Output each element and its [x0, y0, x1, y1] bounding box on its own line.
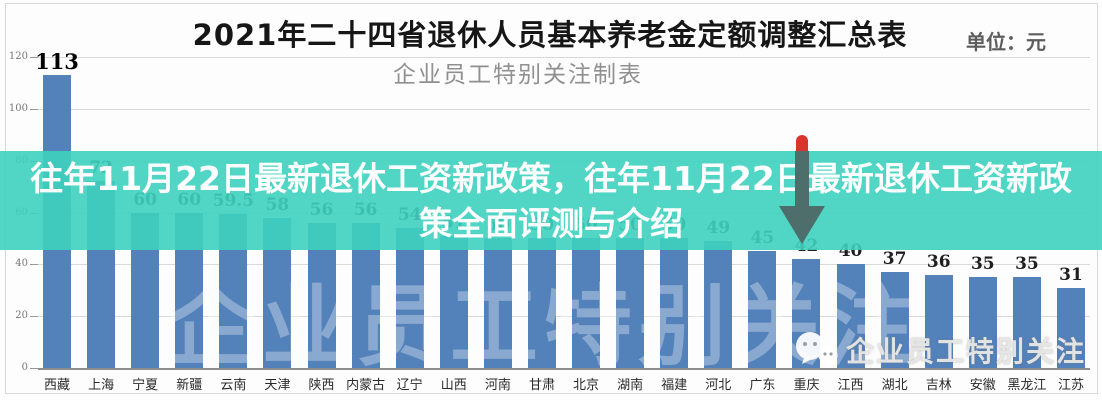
gridline: [38, 264, 1090, 266]
corner-watermark-text: 企业员工特别关注: [846, 335, 1087, 368]
x-axis-category-label: 宁夏: [132, 378, 159, 393]
wechat-chat-bubbles-icon: [794, 331, 840, 369]
x-axis-category-label: 河北: [705, 378, 732, 393]
x-axis-category-label: 湖南: [617, 378, 644, 393]
bar: [1057, 287, 1085, 368]
y-tick-label: 0: [21, 362, 28, 373]
bar-value-label: 113: [35, 49, 79, 75]
corner-watermark: 企业员工特别关注: [794, 330, 1086, 370]
bar: [616, 238, 645, 368]
bar: [527, 238, 556, 368]
unit-label: 单位：元: [966, 30, 1046, 54]
bar-value-label: 35: [1015, 254, 1039, 275]
down-arrow-shaft: [795, 151, 810, 207]
x-axis-category-label: 吉林: [925, 378, 952, 393]
gridline: [38, 316, 1090, 318]
overlay-banner-text: 往年11月22日最新退休工资新政策，往年11月22日最新退休工资新政策全面评测与…: [30, 158, 1072, 243]
bar-value-label: 35: [970, 254, 995, 275]
x-axis-category-label: 江西: [837, 378, 864, 393]
x-axis-category-label: 西藏: [43, 378, 70, 393]
x-axis-category-label: 上海: [88, 378, 115, 393]
bar: [704, 241, 733, 368]
y-tick-mark: [30, 316, 38, 318]
x-axis-category-label: 黑龙江: [1007, 378, 1047, 393]
bar: [880, 272, 909, 368]
bar: [395, 228, 424, 368]
bar: [836, 264, 865, 368]
y-tick-label: 100: [8, 102, 28, 114]
bar-value-label: 31: [1059, 264, 1083, 285]
center-watermark-text: 企业员工特别关注: [168, 275, 921, 378]
x-axis-category-label: 福建: [661, 378, 688, 393]
red-arrow-tip: [796, 135, 809, 152]
y-tick-mark: [30, 368, 38, 369]
x-axis-category-label: 广东: [749, 378, 776, 393]
x-axis-category-label: 安徽: [969, 378, 996, 393]
x-axis-category-label: 陕西: [308, 378, 335, 393]
y-tick-mark: [30, 108, 38, 110]
x-axis-category-label: 云南: [220, 378, 247, 393]
bar: [1012, 277, 1041, 368]
x-axis-category-label: 天津: [264, 378, 291, 393]
x-axis-category-label: 北京: [573, 378, 600, 393]
bar: [572, 238, 601, 368]
bar: [660, 238, 689, 368]
x-axis-category-label: 甘肃: [528, 378, 555, 393]
bar-value-label: 37: [882, 249, 907, 270]
bar: [968, 277, 997, 368]
x-axis-line: [38, 368, 1090, 370]
y-tick-label: 120: [8, 51, 28, 62]
gridline: [38, 57, 1090, 58]
bar: [748, 251, 777, 368]
bar-value-label: 36: [926, 251, 951, 272]
chart-subtitle: 企业员工特别关注制表: [393, 62, 643, 88]
chart-title: 2021年二十四省退休人员基本养老金定额调整汇总表: [192, 18, 908, 52]
x-axis-category-label: 新疆: [176, 378, 203, 393]
overlay-text-banner: 往年11月22日最新退休工资新政策，往年11月22日最新退休工资新政策全面评测与…: [0, 151, 1102, 250]
x-axis-category-label: 山西: [440, 378, 467, 393]
bar: [439, 235, 468, 368]
x-axis-category-label: 辽宁: [396, 378, 423, 393]
x-axis-category-label: 湖北: [881, 378, 908, 393]
down-arrow-head-icon: [779, 206, 826, 244]
x-axis-category-label: 江苏: [1057, 378, 1084, 393]
gridline: [38, 108, 1090, 110]
x-axis-category-label: 河南: [484, 378, 511, 393]
y-tick-label: 40: [15, 258, 28, 270]
y-tick-mark: [30, 57, 38, 58]
y-tick-mark: [30, 264, 38, 266]
bar: [924, 274, 953, 368]
y-tick-label: 20: [15, 310, 28, 322]
x-axis-category-label: 重庆: [793, 378, 820, 393]
x-axis-category-label: 内蒙古: [346, 378, 386, 393]
bar: [483, 238, 512, 368]
